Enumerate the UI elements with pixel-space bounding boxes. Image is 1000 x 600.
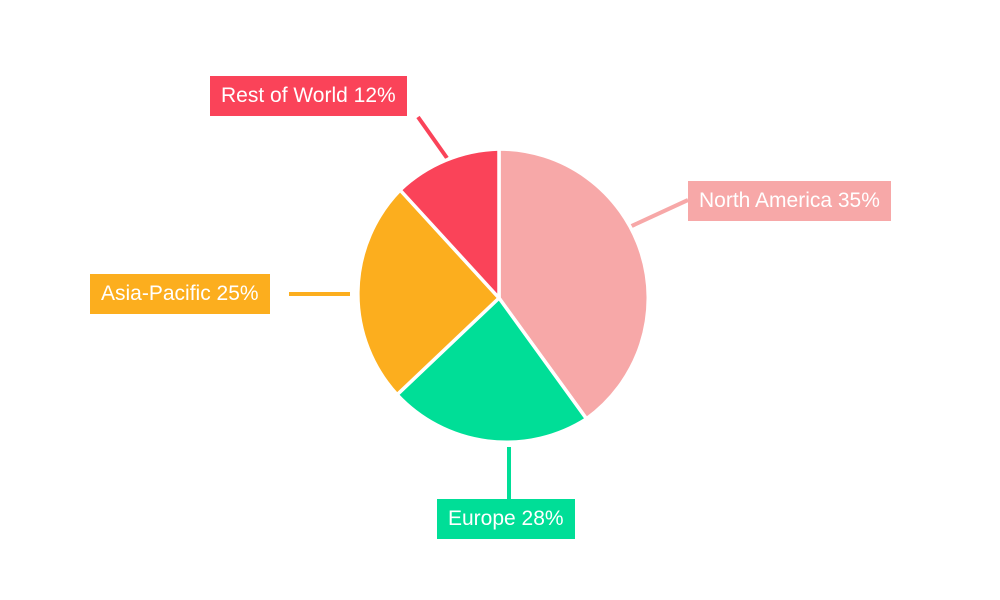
pie-slice-europe[interactable] [395,296,589,444]
pie-label-rest-of-world[interactable]: Rest of World 12% [210,76,407,116]
pie-label-asia-pacific[interactable]: Asia-Pacific 25% [90,274,270,314]
pie-slice-asia-pacific[interactable] [356,188,501,397]
pie-slice-north-america[interactable] [497,147,651,421]
pie-label-north-america[interactable]: North America 35% [688,181,891,221]
pie-slice-rest-of-world[interactable] [398,147,501,300]
leader-line-rest-of-world [416,115,449,160]
pie-label-europe[interactable]: Europe 28% [437,499,575,539]
pie-slices [356,147,651,444]
leader-line-north-america [622,198,689,232]
